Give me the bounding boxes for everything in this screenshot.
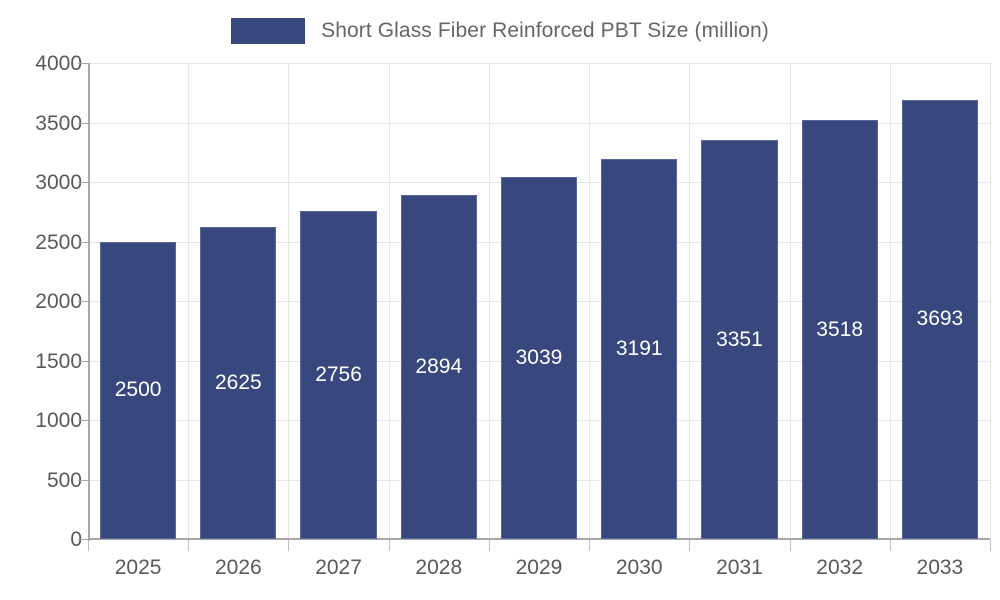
x-axis-line [88, 538, 990, 540]
y-axis-tick-label: 2500 [35, 230, 82, 254]
gridline-vertical [288, 63, 289, 539]
bar-value-label: 2625 [214, 370, 262, 394]
gridline-vertical [689, 63, 690, 539]
bar-slot: 3191 [589, 63, 689, 539]
bar[interactable]: 3191 [601, 159, 678, 539]
y-axis-tick-label: 2000 [35, 290, 82, 313]
x-axis-tick-mark [990, 540, 991, 551]
bar-slot: 2756 [288, 63, 388, 539]
y-axis-tick-label: 1500 [35, 349, 82, 373]
x-axis-tick-mark [188, 540, 189, 551]
x-axis-tick-mark [389, 540, 390, 551]
x-axis-tick-label: 2028 [415, 556, 463, 579]
y-axis-tick-mark [78, 360, 88, 362]
legend-color-swatch [231, 18, 306, 44]
gridline-vertical [589, 63, 590, 539]
bar-slot: 3518 [790, 63, 890, 539]
x-axis-tick-mark [589, 540, 590, 551]
bar[interactable]: 3693 [901, 99, 978, 539]
bar[interactable]: 3518 [801, 120, 878, 539]
y-axis-tick-label: 3500 [35, 111, 82, 135]
bar-value-label: 3191 [615, 337, 663, 361]
gridline-vertical [489, 63, 490, 539]
x-axis-tick-mark [288, 540, 289, 551]
bar[interactable]: 2500 [100, 241, 177, 539]
bar-value-label: 2894 [415, 354, 463, 378]
bar-slot: 3039 [489, 63, 589, 539]
gridline-vertical [990, 63, 991, 539]
x-axis-tick-label: 2032 [816, 556, 864, 579]
x-axis-tick-mark [689, 540, 690, 551]
y-axis-tick-label: 0 [70, 528, 82, 551]
gridline-horizontal [88, 122, 990, 124]
y-axis-tick-mark [78, 420, 88, 421]
gridline-vertical [389, 63, 390, 539]
bar-value-label: 3518 [816, 317, 864, 341]
y-axis-tick-label: 500 [46, 468, 82, 492]
x-axis-tick-mark [489, 540, 490, 551]
gridline-vertical [790, 63, 791, 539]
bar-value-label: 3693 [916, 307, 964, 331]
x-axis-tick-label: 2029 [515, 556, 563, 579]
bar[interactable]: 3351 [701, 140, 778, 539]
y-axis-tick-mark [78, 301, 88, 302]
bar-series: 2500 2625 2756 2894 3039 3191 3351 3518 3693 [88, 63, 990, 539]
x-axis-tick-label: 2025 [114, 556, 162, 579]
bar-slot: 2500 [88, 63, 188, 539]
y-axis-tick-label: 1000 [35, 409, 82, 432]
chart-legend: Short Glass Fiber Reinforced PBT Size (m… [0, 10, 1000, 52]
x-axis-tick-label: 2031 [716, 556, 763, 579]
bar-value-label: 2500 [114, 378, 162, 402]
y-axis-tick-mark [78, 182, 88, 183]
bar-slot: 2625 [188, 63, 288, 539]
legend-label: Short Glass Fiber Reinforced PBT Size (m… [321, 19, 769, 42]
bar[interactable]: 2894 [400, 194, 477, 539]
x-axis-tick-label: 2027 [315, 556, 362, 579]
y-axis-line [88, 63, 90, 541]
y-axis-tick-mark [78, 479, 88, 481]
y-axis-tick-mark [78, 63, 88, 64]
x-axis-tick-label: 2026 [214, 556, 262, 579]
y-axis-tick-mark [78, 241, 88, 243]
bar-value-label: 2756 [315, 363, 362, 387]
y-axis-tick-label: 4000 [35, 52, 82, 75]
gridline-vertical [188, 63, 189, 539]
bar-value-label: 3351 [716, 327, 763, 351]
y-axis-tick-label: 3000 [35, 171, 82, 194]
bar[interactable]: 2756 [300, 211, 377, 539]
x-axis-tick-label: 2033 [916, 556, 964, 579]
y-axis-tick-mark [78, 122, 88, 124]
bar[interactable]: 3039 [500, 177, 578, 539]
bar-slot: 3693 [890, 63, 990, 539]
x-axis-tick-mark [890, 540, 891, 551]
gridline-horizontal [88, 63, 990, 64]
bar-slot: 2894 [389, 63, 489, 539]
x-axis-tick-mark [88, 540, 89, 551]
bar-value-label: 3039 [515, 346, 563, 370]
x-axis-tick-mark [790, 540, 791, 551]
x-axis-tick-label: 2030 [615, 556, 663, 579]
y-axis-tick-mark [78, 539, 88, 540]
gridline-vertical [890, 63, 891, 539]
bar-slot: 3351 [689, 63, 789, 539]
bar[interactable]: 2625 [200, 226, 277, 539]
